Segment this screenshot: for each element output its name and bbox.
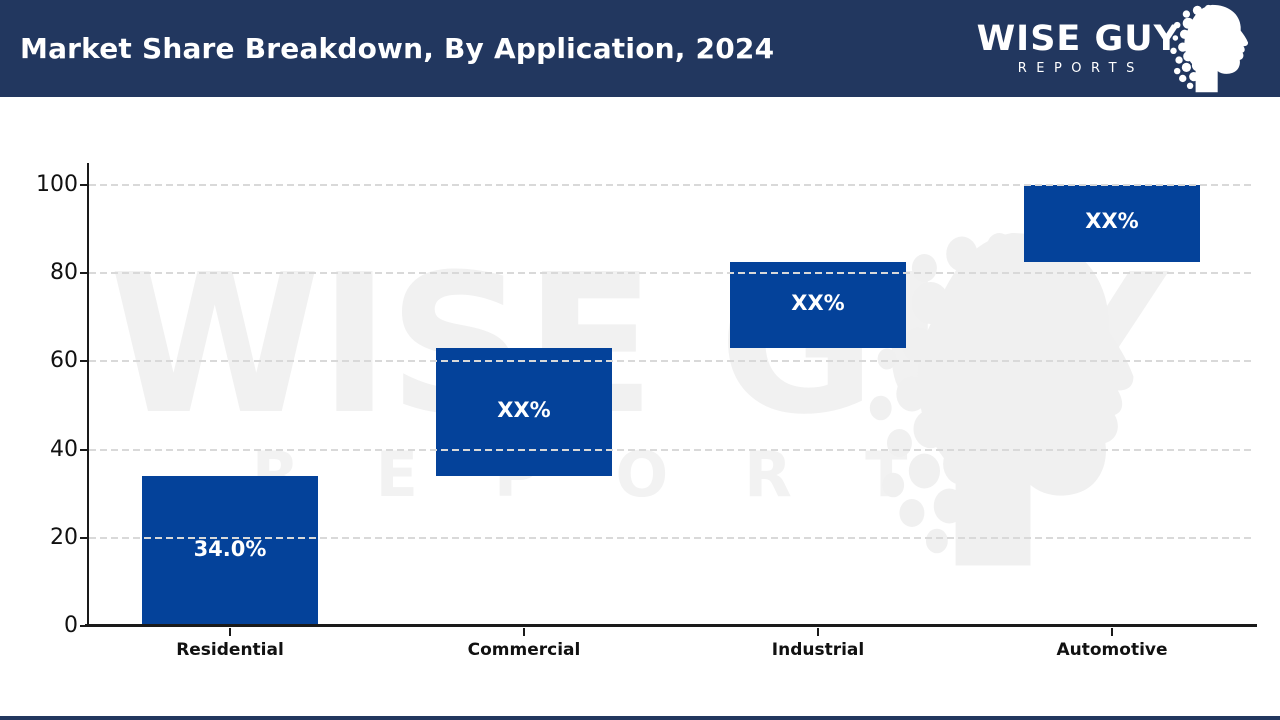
- gridline: [89, 183, 1253, 186]
- x-category-label: Industrial: [771, 640, 865, 660]
- bar-value-label: XX%: [1085, 209, 1139, 234]
- x-tick-mark: [1111, 628, 1113, 636]
- x-category-label: Automotive: [1056, 640, 1168, 660]
- logo-subtitle: REPORTS: [1017, 60, 1144, 76]
- y-tick-label: 0: [64, 613, 78, 638]
- bar-segment-commercial: [436, 348, 612, 476]
- x-tick-mark: [523, 628, 525, 636]
- x-category-label: Residential: [176, 640, 284, 660]
- y-axis-line: [87, 163, 89, 627]
- header-bar: Market Share Breakdown, By Application, …: [0, 0, 1280, 97]
- bar-value-label: XX%: [791, 291, 845, 316]
- footer-accent-bar: [0, 716, 1280, 720]
- y-tick-mark: [80, 536, 88, 539]
- gridline: [89, 536, 1253, 539]
- y-tick-mark: [80, 360, 88, 363]
- y-tick-label: 60: [50, 348, 78, 374]
- page-title: Market Share Breakdown, By Application, …: [20, 32, 775, 65]
- y-tick-mark: [80, 448, 88, 451]
- x-tick-mark: [229, 628, 231, 636]
- watermark-face-icon: [869, 233, 1134, 566]
- x-tick-mark: [817, 628, 819, 636]
- logo-face-icon: [1170, 4, 1249, 92]
- bar-value-label: XX%: [497, 398, 551, 423]
- y-tick-label: 20: [50, 524, 78, 550]
- y-tick-mark: [80, 625, 88, 627]
- bar-segment-residential: [142, 475, 318, 626]
- x-axis-line: [85, 624, 1257, 627]
- y-tick-mark: [80, 272, 88, 275]
- logo-name: WISE GUY: [976, 18, 1180, 59]
- y-tick-mark: [80, 183, 88, 186]
- gridline: [89, 360, 1253, 363]
- y-tick-label: 40: [50, 436, 78, 462]
- gridline: [89, 448, 1253, 451]
- logo-text: WISE GUY REPORTS: [976, 18, 1180, 76]
- bar-value-label: 34.0%: [193, 536, 267, 561]
- wise-guy-logo: WISE GUY REPORTS: [977, 0, 1262, 97]
- x-category-label: Commercial: [467, 640, 581, 660]
- gridline: [89, 272, 1253, 275]
- y-tick-label: 100: [36, 171, 78, 197]
- y-tick-label: 80: [50, 260, 78, 286]
- bar-segment-automotive: [1024, 184, 1200, 262]
- bar-segment-industrial: [730, 262, 906, 349]
